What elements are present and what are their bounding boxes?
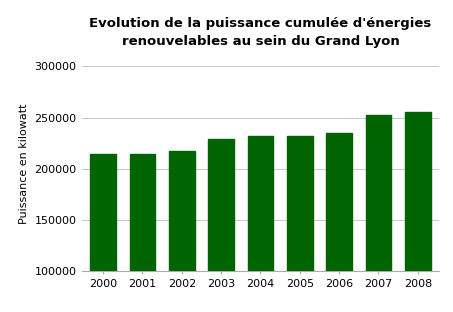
Bar: [287, 136, 313, 312]
Bar: [208, 139, 234, 312]
Bar: [130, 154, 155, 312]
Title: Evolution de la puissance cumulée d'énergies
renouvelables au sein du Grand Lyon: Evolution de la puissance cumulée d'éner…: [89, 17, 432, 48]
Bar: [326, 133, 352, 312]
Bar: [248, 136, 273, 312]
Bar: [91, 154, 116, 312]
Y-axis label: Puissance en kilowatt: Puissance en kilowatt: [19, 104, 29, 224]
Bar: [169, 152, 195, 312]
Bar: [405, 111, 430, 312]
Bar: [366, 115, 391, 312]
